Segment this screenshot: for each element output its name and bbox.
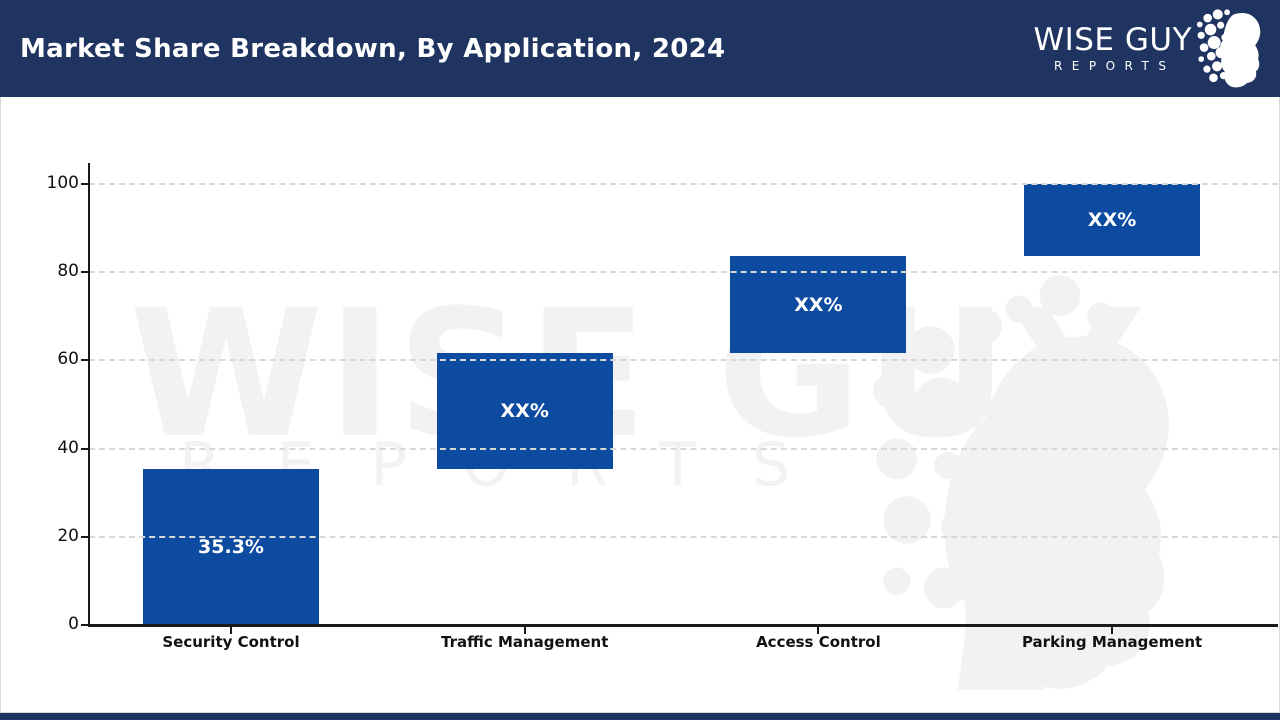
y-axis-tick-label: 20 — [57, 525, 79, 546]
y-axis-tick — [81, 359, 88, 362]
bar-value-label: XX% — [794, 293, 843, 316]
gridline — [89, 271, 1278, 274]
y-axis-tick — [81, 183, 88, 185]
y-axis-tick — [81, 271, 88, 274]
y-axis-tick-label: 100 — [46, 173, 79, 193]
page-title: Market Share Breakdown, By Application, … — [20, 33, 726, 64]
footer-band — [0, 713, 1280, 720]
category-label: Traffic Management — [441, 633, 609, 651]
category-label: Security Control — [162, 633, 300, 651]
y-axis-tick — [81, 624, 88, 626]
wiseguy-head-icon — [1196, 8, 1261, 87]
wiseguy-logo-text: WISE GUY REPORTS — [1033, 21, 1192, 73]
bar-value-label: 35.3% — [198, 536, 264, 559]
bar-value-label: XX% — [1087, 208, 1137, 231]
x-axis-tick — [523, 627, 526, 634]
gridline — [89, 447, 1278, 450]
bar-segment — [1024, 184, 1201, 256]
gridline — [89, 183, 1278, 185]
x-axis-line — [88, 624, 1278, 627]
gridline — [89, 359, 1278, 362]
y-axis-tick-label: 80 — [57, 261, 79, 282]
y-axis-tick-label: 0 — [68, 614, 79, 634]
x-axis-tick — [230, 627, 232, 634]
y-axis-tick-label: 60 — [57, 349, 79, 370]
watermark-text: WISE GUY — [129, 272, 1144, 477]
wiseguy-logo-name: WISE GUY — [1033, 21, 1192, 58]
header-band: Market Share Breakdown, By Application, … — [0, 0, 1280, 97]
wiseguy-logo: WISE GUY REPORTS — [1033, 7, 1266, 91]
category-label: Parking Management — [1021, 633, 1203, 651]
gridline — [89, 535, 1278, 538]
bar-value-label: XX% — [500, 400, 549, 423]
watermark-head-icon — [873, 275, 1169, 690]
x-axis-tick — [817, 627, 820, 634]
bar-segment — [436, 353, 613, 470]
y-axis-tick — [81, 535, 88, 538]
chart-canvas: WISE GUY REPORTS 35.3%XX%XX%XX%020406080… — [0, 97, 1280, 713]
bar-segment — [143, 469, 319, 625]
y-axis-tick-label: 40 — [57, 437, 79, 458]
wiseguy-logo-tagline: REPORTS — [1053, 58, 1176, 73]
y-axis-line — [88, 163, 90, 626]
category-label: Access Control — [756, 633, 881, 651]
x-axis-tick — [1111, 627, 1114, 634]
y-axis-tick — [81, 447, 88, 450]
